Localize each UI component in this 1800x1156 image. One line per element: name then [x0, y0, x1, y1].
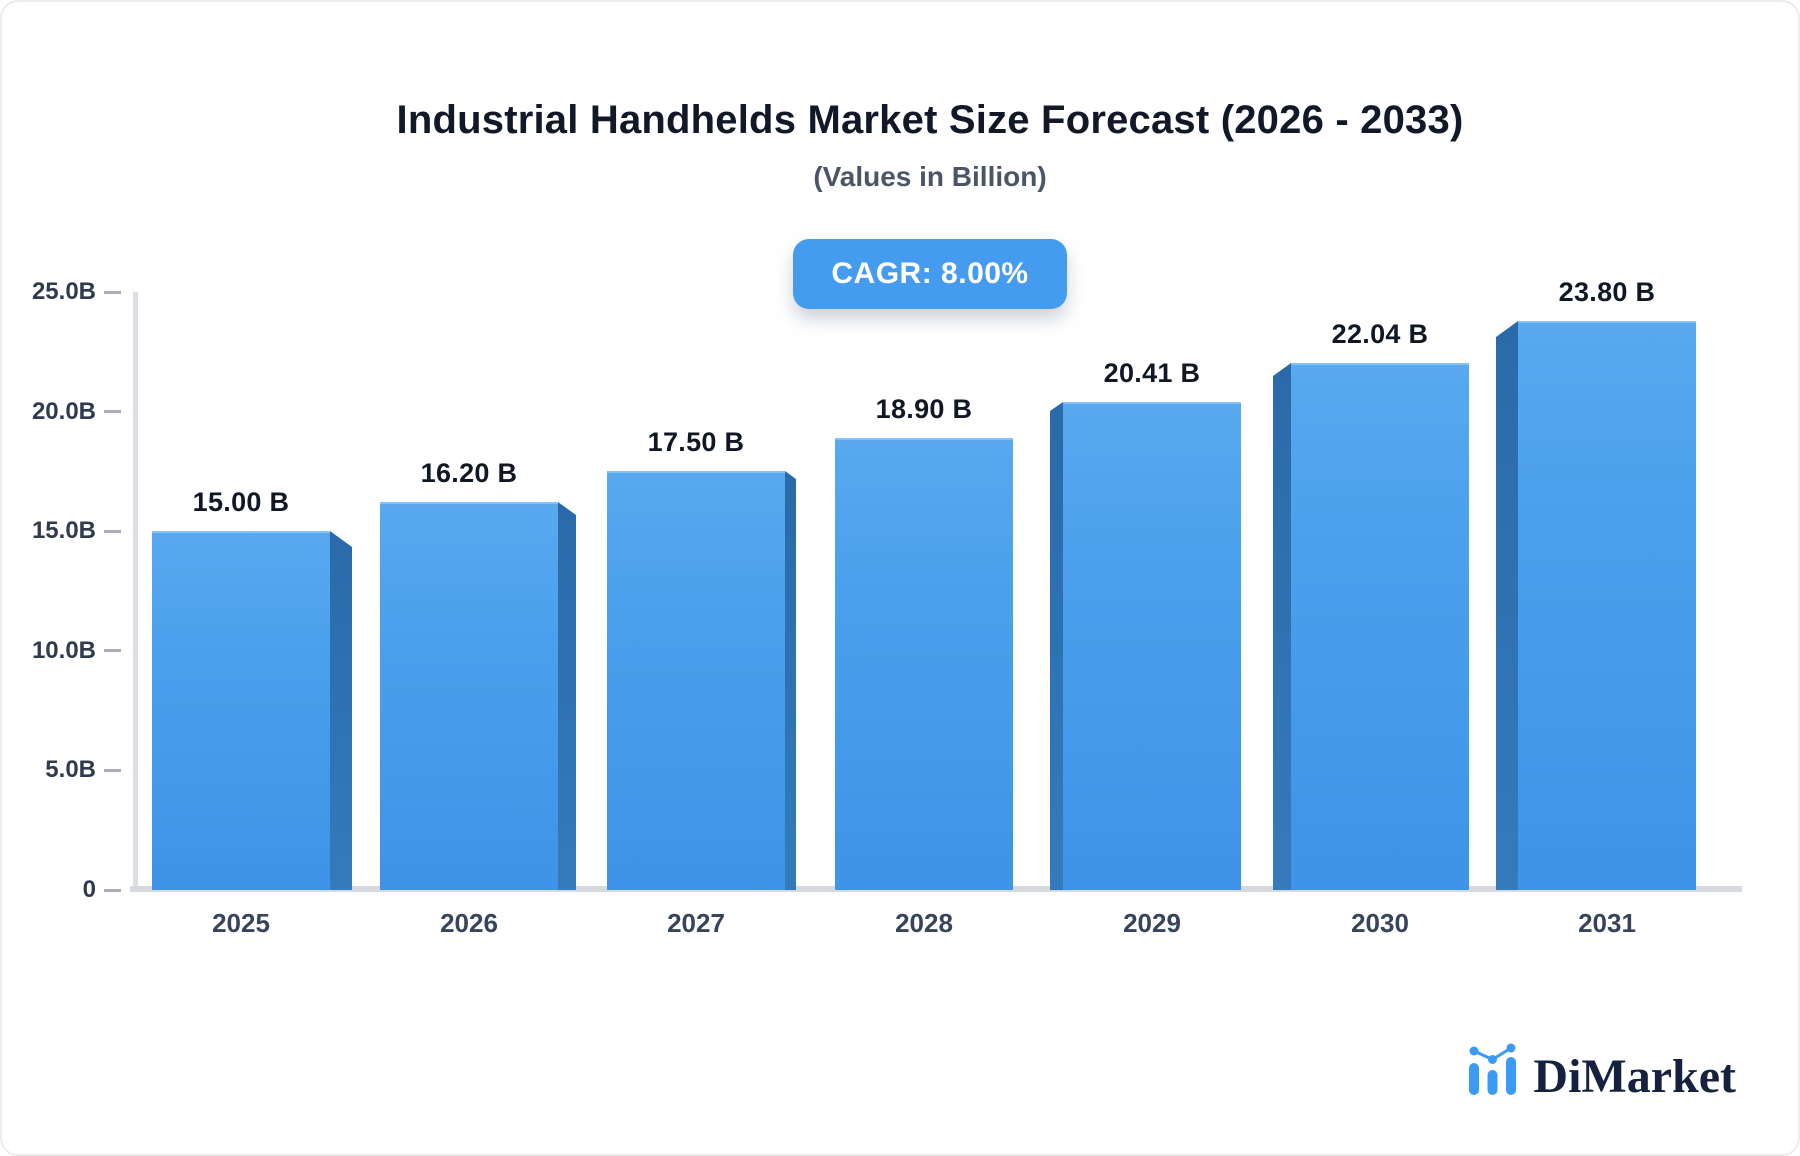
- y-tick-mark: [104, 290, 121, 294]
- bar-side-2030: [1273, 363, 1291, 890]
- chart-title: Industrial Handhelds Market Size Forecas…: [396, 98, 1464, 142]
- bar-2029: [1063, 402, 1241, 890]
- chart-subtitle: (Values in Billion): [813, 161, 1047, 192]
- y-tick-mark: [104, 768, 121, 772]
- bar-value-label: 23.80 B: [1558, 277, 1656, 307]
- bar-side-2025: [330, 531, 352, 890]
- y-tick-mark: [104, 649, 121, 653]
- x-tick-label: 2027: [667, 908, 725, 938]
- bar-side-2029: [1050, 402, 1063, 890]
- cagr-badge: CAGR: 8.00%: [793, 239, 1067, 309]
- bar-2026: [380, 502, 558, 890]
- bar-side-2027: [785, 471, 796, 890]
- x-tick-label: 2025: [212, 908, 270, 938]
- y-tick-label: 0: [82, 876, 96, 903]
- bar-side-2031: [1496, 321, 1518, 890]
- x-tick-label: 2031: [1578, 908, 1636, 938]
- bar-value-label: 22.04 B: [1331, 319, 1429, 349]
- bar-2031: [1518, 321, 1696, 890]
- y-tick-label: 10.0B: [31, 636, 96, 664]
- bar-2030: [1291, 363, 1469, 890]
- x-tick-label: 2026: [440, 908, 498, 938]
- bar-2025: [152, 531, 330, 890]
- bar-value-label: 15.00 B: [192, 487, 290, 517]
- y-tick-mark: [104, 888, 121, 892]
- brand-logo: DiMarket: [1467, 1042, 1736, 1101]
- bar-value-label: 17.50 B: [647, 427, 745, 457]
- x-tick-label: 2029: [1123, 908, 1181, 938]
- y-axis-line: [133, 292, 138, 890]
- y-tick-label: 25.0B: [31, 278, 96, 305]
- bar-2027: [607, 471, 785, 890]
- bar-line-chart-icon: [1467, 1042, 1519, 1101]
- y-tick-label: 20.0B: [31, 397, 96, 425]
- x-tick-label: 2030: [1351, 908, 1409, 938]
- bar-2028: [835, 438, 1013, 890]
- bar-value-label: 16.20 B: [420, 458, 518, 488]
- y-tick-label: 5.0B: [45, 756, 96, 784]
- brand-name: DiMarket: [1533, 1050, 1736, 1103]
- y-tick-mark: [104, 529, 121, 533]
- y-tick-mark: [104, 410, 121, 414]
- x-tick-label: 2028: [895, 908, 953, 938]
- bar-value-label: 20.41 B: [1103, 358, 1201, 388]
- chart-header: Industrial Handhelds Market Size Forecas…: [62, 2, 1798, 309]
- bar-side-2026: [558, 502, 576, 890]
- y-tick-label: 15.0B: [31, 517, 96, 545]
- bar-value-label: 18.90 B: [875, 394, 973, 424]
